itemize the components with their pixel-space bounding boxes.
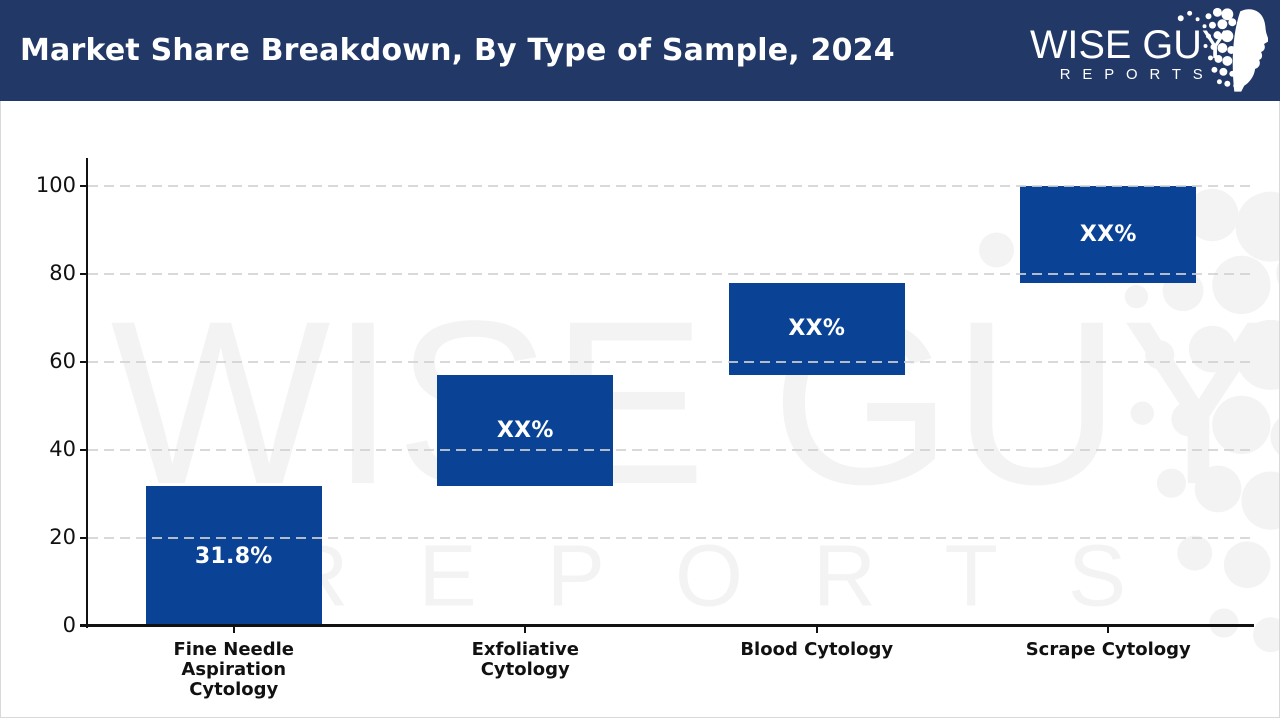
bar — [437, 375, 614, 487]
x-tick-mark — [232, 627, 235, 633]
y-tick-mark — [80, 537, 88, 539]
x-tick-mark — [524, 627, 527, 633]
y-tick-mark — [80, 273, 88, 275]
y-tick-mark — [80, 185, 88, 187]
y-tick-mark — [80, 449, 88, 451]
y-tick-label: 80 — [49, 261, 76, 285]
grid-line — [88, 185, 1254, 187]
x-tick-mark — [815, 627, 818, 633]
grid-line — [88, 449, 1254, 451]
grid-line — [88, 537, 1254, 539]
bar-value-label: XX% — [1079, 221, 1137, 247]
grid-line — [88, 361, 1254, 363]
bar-value-label: XX% — [788, 316, 846, 342]
y-tick-label: 0 — [62, 613, 76, 637]
y-axis-line — [86, 158, 88, 628]
bar — [728, 282, 905, 376]
grid-line — [88, 273, 1254, 275]
bar — [1020, 186, 1197, 283]
x-category-label: Fine Needle Aspiration Cytology — [173, 639, 295, 700]
y-tick-label: 100 — [35, 173, 76, 197]
bar-value-label: XX% — [496, 418, 554, 444]
x-category-label: Blood Cytology — [740, 639, 894, 660]
wise-guy-reports-logo — [1030, 6, 1268, 94]
x-category-label: Exfoliative Cytology — [471, 639, 579, 680]
bar-value-label: 31.8% — [194, 543, 273, 569]
x-axis-line — [80, 624, 1254, 627]
y-tick-label: 40 — [49, 437, 76, 461]
x-tick-mark — [1107, 627, 1110, 633]
y-tick-label: 60 — [49, 349, 76, 373]
x-category-label: Scrape Cytology — [1025, 639, 1191, 660]
y-tick-mark — [80, 361, 88, 363]
page-title: Market Share Breakdown, By Type of Sampl… — [20, 33, 895, 68]
bar — [145, 486, 322, 626]
header-bar: Market Share Breakdown, By Type of Sampl… — [0, 0, 1280, 101]
y-tick-label: 20 — [49, 525, 76, 549]
